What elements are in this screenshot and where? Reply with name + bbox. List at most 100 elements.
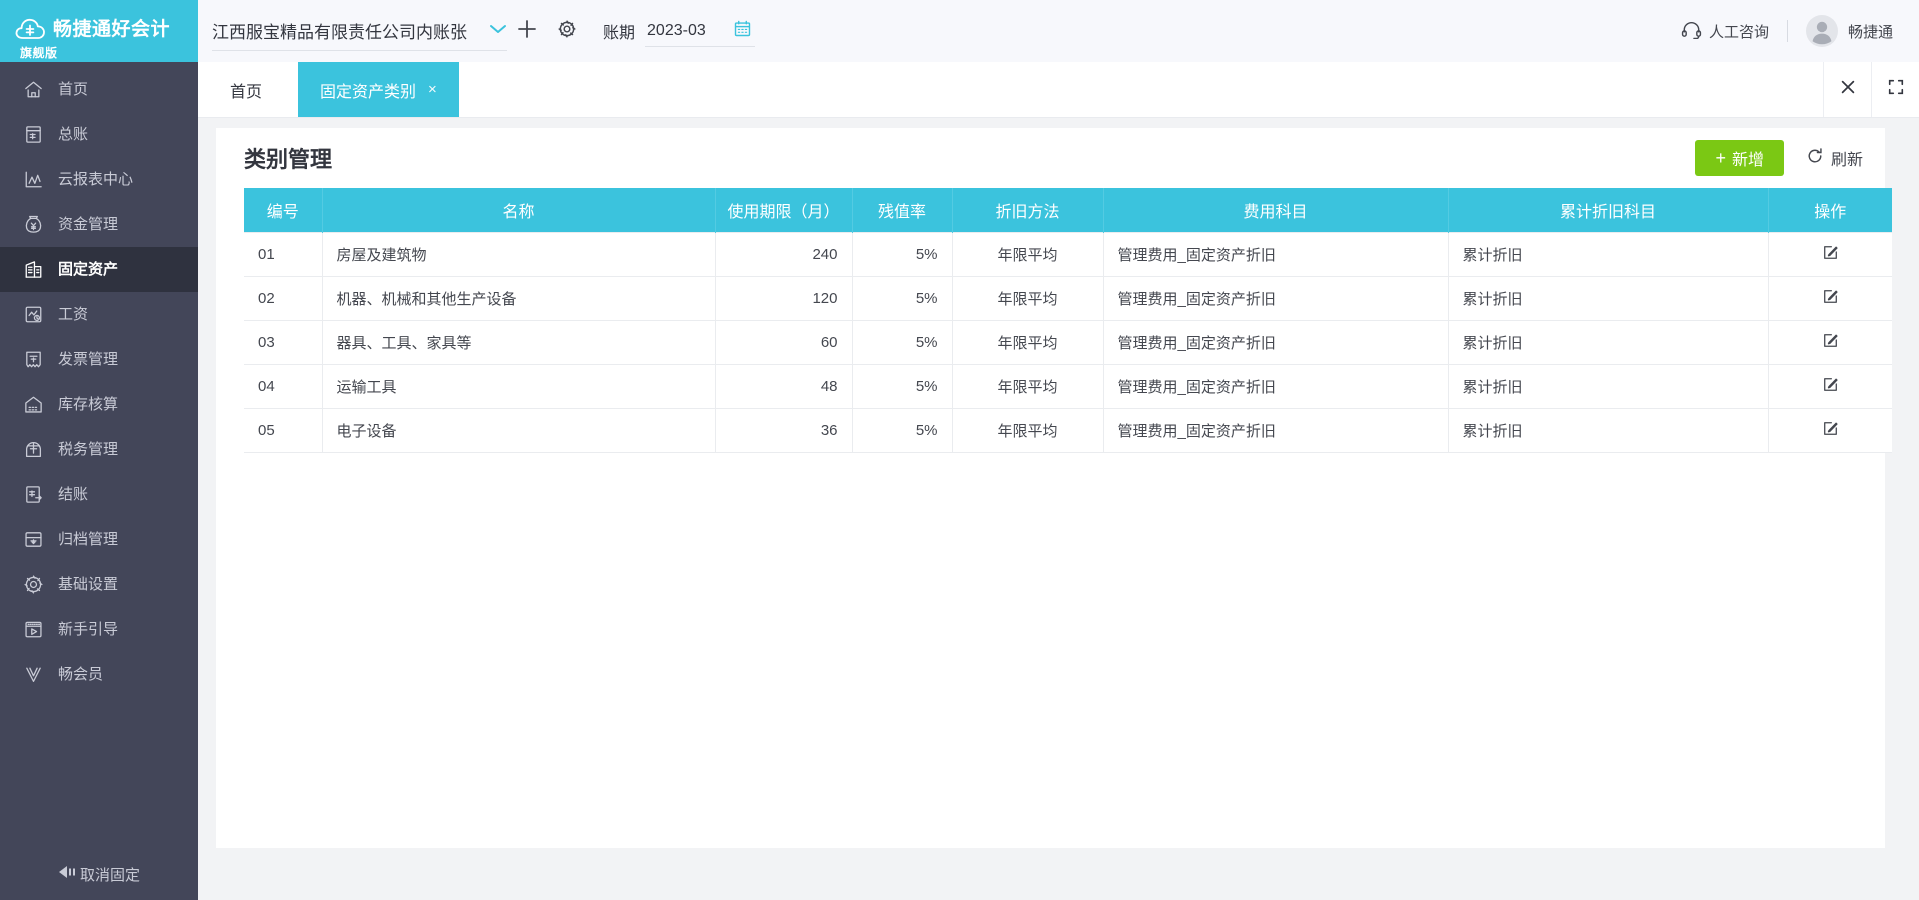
table-col-accum: 累计折旧科目 [1448,188,1769,232]
calendar-icon [734,20,751,42]
cell-life: 48 [715,364,853,409]
vip-icon [22,664,44,686]
sidebar-item-11[interactable]: 基础设置 [0,562,198,607]
sidebar-item-label: 归档管理 [58,531,119,548]
close-icon [1839,78,1857,101]
sidebar-collapse-toggle[interactable]: 取消固定 [0,848,198,900]
cell-code: 04 [244,364,323,409]
add-account-set-button[interactable] [507,11,547,51]
edit-row-button[interactable] [1768,231,1892,277]
refresh-button[interactable]: 刷新 [1806,146,1863,170]
cell-life: 240 [715,231,853,277]
sidebar-item-13[interactable]: 畅会员 [0,652,198,697]
category-table: 编号 名称 使用期限（月） 残值率 折旧方法 费用科目 累计折旧科目 操作 01 房屋及建筑物 2… [244,188,1892,453]
sidebar-item-1[interactable]: 总账 [0,112,198,157]
cell-accum: 累计折旧 [1448,408,1769,453]
table-row[interactable]: 01 房屋及建筑物 240 5% 年限平均 管理费用_固定资产折旧 累计折旧 [244,231,1892,277]
table-col-name: 名称 [322,188,716,232]
sidebar-item-label: 库存核算 [58,396,119,413]
company-selector[interactable]: 江西服宝精品有限责任公司内账张 [212,11,507,51]
cell-name: 运输工具 [322,364,716,409]
sidebar-item-10[interactable]: 归档管理 [0,517,198,562]
table-row[interactable]: 03 器具、工具、家具等 60 5% 年限平均 管理费用_固定资产折旧 累计折旧 [244,320,1892,365]
cell-resid: 5% [852,408,953,453]
plus-icon: + [1715,148,1726,168]
top-bar: 江西服宝精品有限责任公司内账张 账 [198,0,1919,62]
sidebar-item-0[interactable]: 首页 [0,67,198,112]
cell-name: 机器、机械和其他生产设备 [322,276,716,321]
tab-fixed-asset-category-label: 固定资产类别 [320,83,417,101]
top-bar-divider [1786,20,1788,42]
cell-resid: 5% [852,320,953,365]
sidebar-item-6[interactable]: 发票管理 [0,337,198,382]
refresh-label: 刷新 [1830,152,1863,169]
edit-row-button[interactable] [1768,408,1892,453]
cell-resid: 5% [852,276,953,321]
user-menu[interactable]: 畅捷通 [1805,15,1893,47]
ledger-icon [22,124,44,146]
cell-depr: 年限平均 [952,320,1104,365]
table-col-life: 使用期限（月） [715,188,853,232]
support-label: 人工咨询 [1708,23,1769,41]
sidebar-item-4[interactable]: 固定资产 [0,247,198,292]
sidebar: 畅捷通好会计 旗舰版 首页总账 云报表中心 资金管理 固定资产 工资 发票管理库存核算税务… [0,0,198,900]
cell-code: 01 [244,231,323,277]
edit-icon[interactable] [1822,420,1839,437]
fullscreen-icon [1887,78,1905,101]
cell-code: 03 [244,320,323,365]
period-picker[interactable]: 2023-03 [645,15,756,47]
fullscreen-button[interactable] [1871,62,1919,117]
refresh-icon [1806,147,1831,170]
table-col-exp: 费用科目 [1103,188,1449,232]
sidebar-item-2[interactable]: 云报表中心 [0,157,198,202]
gear-icon [557,19,577,44]
brand-logo[interactable]: 畅捷通好会计 旗舰版 [0,0,198,62]
sidebar-item-7[interactable]: 库存核算 [0,382,198,427]
sidebar-item-5[interactable]: 工资 [0,292,198,337]
guide-icon [22,619,44,641]
sidebar-collapse-label: 取消固定 [79,866,140,884]
cell-accum: 累计折旧 [1448,276,1769,321]
edit-row-button[interactable] [1768,320,1892,365]
cell-code: 05 [244,408,323,453]
tax-icon [22,439,44,461]
tab-home[interactable]: 首页 [212,62,280,117]
sidebar-item-label: 结账 [58,486,89,503]
tab-home-label: 首页 [230,83,263,101]
sidebar-item-3[interactable]: 资金管理 [0,202,198,247]
period-label: 账期 [603,25,636,42]
support-button[interactable]: 人工咨询 [1681,20,1769,43]
table-row[interactable]: 05 电子设备 36 5% 年限平均 管理费用_固定资产折旧 累计折旧 [244,408,1892,453]
edit-row-button[interactable] [1768,364,1892,409]
cell-exp: 管理费用_固定资产折旧 [1103,364,1449,409]
sidebar-item-label: 税务管理 [58,441,119,458]
user-name: 畅捷通 [1847,23,1893,41]
add-category-label: 新增 [1731,152,1764,169]
sidebar-item-label: 首页 [58,81,89,98]
table-header: 编号 名称 使用期限（月） 残值率 折旧方法 费用科目 累计折旧科目 操作 [244,188,1892,232]
cell-resid: 5% [852,231,953,277]
cell-life: 60 [715,320,853,365]
account-settings-button[interactable] [547,11,587,51]
add-category-button[interactable]: + 新增 [1695,140,1784,176]
edit-icon[interactable] [1822,288,1839,305]
cell-accum: 累计折旧 [1448,364,1769,409]
sidebar-item-8[interactable]: 税务管理 [0,427,198,472]
tab-fixed-asset-category[interactable]: 固定资产类别 × [298,62,459,117]
table-container: 编号 名称 使用期限（月） 残值率 折旧方法 费用科目 累计折旧科目 操作 01 房屋及建筑物 2… [216,188,1892,453]
sidebar-item-9[interactable]: 结账 [0,472,198,517]
edit-icon[interactable] [1822,244,1839,261]
edit-icon[interactable] [1822,376,1839,393]
cell-life: 120 [715,276,853,321]
sidebar-item-12[interactable]: 新手引导 [0,607,198,652]
edit-icon[interactable] [1822,332,1839,349]
brand-edition: 旗舰版 [20,46,58,60]
table-row[interactable]: 04 运输工具 48 5% 年限平均 管理费用_固定资产折旧 累计折旧 [244,364,1892,409]
edit-row-button[interactable] [1768,276,1892,321]
table-row[interactable]: 02 机器、机械和其他生产设备 120 5% 年限平均 管理费用_固定资产折旧 累计折旧 [244,276,1892,321]
home-icon [22,79,44,101]
tab-close-icon[interactable]: × [428,81,437,98]
cell-name: 器具、工具、家具等 [322,320,716,365]
close-tab-button[interactable] [1823,62,1871,117]
